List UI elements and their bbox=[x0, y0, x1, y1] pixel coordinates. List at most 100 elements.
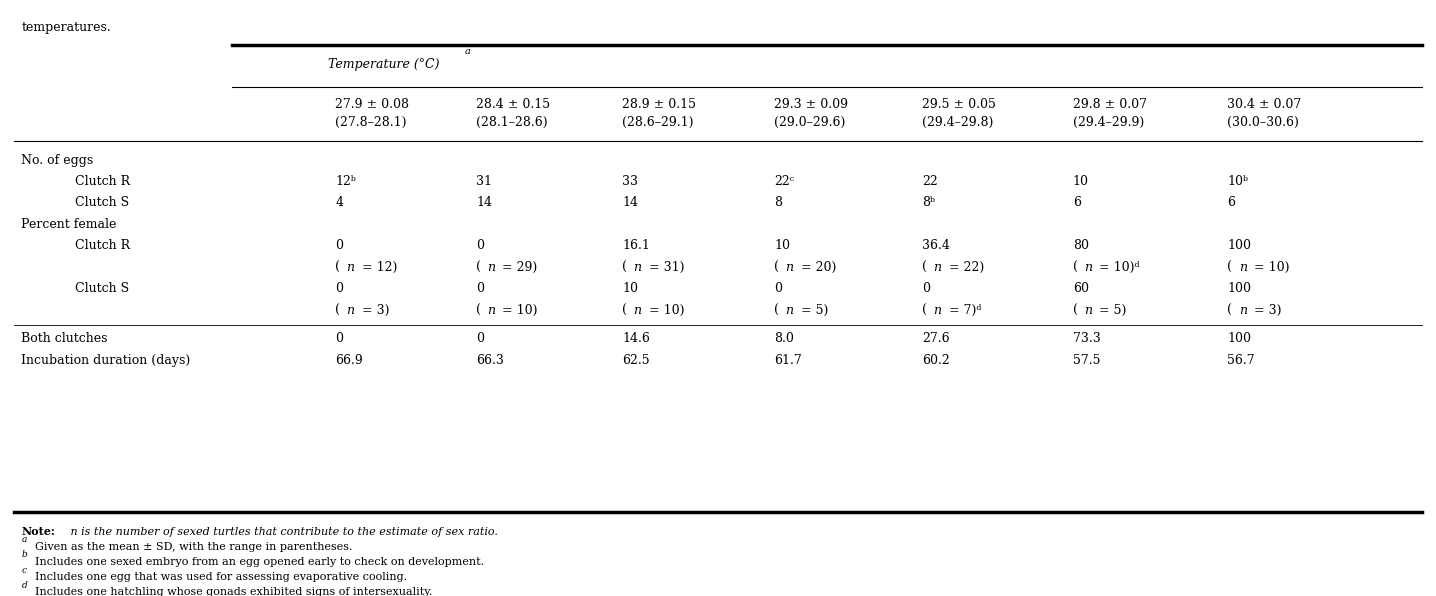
Text: 10: 10 bbox=[622, 282, 639, 295]
Text: 10: 10 bbox=[1073, 175, 1088, 188]
Text: 57.5: 57.5 bbox=[1073, 354, 1100, 367]
Text: Clutch R: Clutch R bbox=[75, 239, 131, 252]
Text: n: n bbox=[1239, 304, 1246, 316]
Text: = 10)ᵈ: = 10)ᵈ bbox=[1096, 260, 1140, 274]
Text: 27.9 ± 0.08: 27.9 ± 0.08 bbox=[335, 98, 409, 111]
Text: 0: 0 bbox=[475, 282, 484, 295]
Text: 62.5: 62.5 bbox=[622, 354, 651, 367]
Text: Clutch R: Clutch R bbox=[75, 175, 131, 188]
Text: = 7)ᵈ: = 7)ᵈ bbox=[945, 304, 981, 316]
Text: (29.4–29.8): (29.4–29.8) bbox=[922, 116, 994, 129]
Text: (27.8–28.1): (27.8–28.1) bbox=[335, 116, 406, 129]
Text: n: n bbox=[346, 260, 355, 274]
Text: Temperature (°C): Temperature (°C) bbox=[329, 58, 439, 71]
Text: n: n bbox=[933, 260, 942, 274]
Text: = 20): = 20) bbox=[797, 260, 836, 274]
Text: 29.3 ± 0.09: 29.3 ± 0.09 bbox=[774, 98, 849, 111]
Text: 60: 60 bbox=[1073, 282, 1088, 295]
Text: (: ( bbox=[475, 304, 481, 316]
Text: 16.1: 16.1 bbox=[622, 239, 651, 252]
Text: 36.4: 36.4 bbox=[922, 239, 951, 252]
Text: Note:: Note: bbox=[22, 526, 55, 537]
Text: (28.1–28.6): (28.1–28.6) bbox=[475, 116, 547, 129]
Text: 29.8 ± 0.07: 29.8 ± 0.07 bbox=[1073, 98, 1146, 111]
Text: = 3): = 3) bbox=[1249, 304, 1281, 316]
Text: (: ( bbox=[335, 304, 340, 316]
Text: 14: 14 bbox=[475, 196, 493, 209]
Text: d: d bbox=[22, 581, 27, 590]
Text: n: n bbox=[785, 260, 794, 274]
Text: 100: 100 bbox=[1228, 282, 1251, 295]
Text: (29.0–29.6): (29.0–29.6) bbox=[774, 116, 846, 129]
Text: n: n bbox=[1239, 260, 1246, 274]
Text: Includes one hatchling whose gonads exhibited signs of intersexuality.: Includes one hatchling whose gonads exhi… bbox=[36, 588, 434, 596]
Text: a: a bbox=[22, 535, 27, 544]
Text: 0: 0 bbox=[335, 239, 343, 252]
Text: 0: 0 bbox=[335, 282, 343, 295]
Text: 12ᵇ: 12ᵇ bbox=[335, 175, 356, 188]
Text: 22ᶜ: 22ᶜ bbox=[774, 175, 794, 188]
Text: 10: 10 bbox=[774, 239, 790, 252]
Text: = 31): = 31) bbox=[645, 260, 685, 274]
Text: 0: 0 bbox=[475, 333, 484, 346]
Text: Given as the mean ± SD, with the range in parentheses.: Given as the mean ± SD, with the range i… bbox=[36, 542, 353, 552]
Text: (28.6–29.1): (28.6–29.1) bbox=[622, 116, 694, 129]
Text: (: ( bbox=[774, 260, 780, 274]
Text: 6: 6 bbox=[1228, 196, 1235, 209]
Text: n: n bbox=[1084, 260, 1091, 274]
Text: (: ( bbox=[622, 260, 628, 274]
Text: 8ᵇ: 8ᵇ bbox=[922, 196, 935, 209]
Text: 31: 31 bbox=[475, 175, 493, 188]
Text: 4: 4 bbox=[335, 196, 343, 209]
Text: Clutch S: Clutch S bbox=[75, 196, 129, 209]
Text: (: ( bbox=[475, 260, 481, 274]
Text: 6: 6 bbox=[1073, 196, 1081, 209]
Text: 66.9: 66.9 bbox=[335, 354, 363, 367]
Text: n: n bbox=[487, 260, 495, 274]
Text: (: ( bbox=[922, 304, 928, 316]
Text: (: ( bbox=[922, 260, 928, 274]
Text: n: n bbox=[633, 304, 642, 316]
Text: = 22): = 22) bbox=[945, 260, 984, 274]
Text: Includes one sexed embryo from an egg opened early to check on development.: Includes one sexed embryo from an egg op… bbox=[36, 557, 484, 567]
Text: No. of eggs: No. of eggs bbox=[22, 154, 93, 167]
Text: 66.3: 66.3 bbox=[475, 354, 504, 367]
Text: 28.4 ± 0.15: 28.4 ± 0.15 bbox=[475, 98, 550, 111]
Text: 30.4 ± 0.07: 30.4 ± 0.07 bbox=[1228, 98, 1301, 111]
Text: n: n bbox=[1084, 304, 1091, 316]
Text: 14: 14 bbox=[622, 196, 639, 209]
Text: n: n bbox=[633, 260, 642, 274]
Text: 14.6: 14.6 bbox=[622, 333, 651, 346]
Text: = 29): = 29) bbox=[498, 260, 537, 274]
Text: = 10): = 10) bbox=[1249, 260, 1290, 274]
Text: Includes one egg that was used for assessing evaporative cooling.: Includes one egg that was used for asses… bbox=[36, 572, 408, 582]
Text: temperatures.: temperatures. bbox=[22, 21, 111, 33]
Text: 8: 8 bbox=[774, 196, 783, 209]
Text: (: ( bbox=[622, 304, 628, 316]
Text: n is the number of sexed turtles that contribute to the estimate of sex ratio.: n is the number of sexed turtles that co… bbox=[67, 527, 498, 536]
Text: n: n bbox=[346, 304, 355, 316]
Text: 60.2: 60.2 bbox=[922, 354, 949, 367]
Text: 56.7: 56.7 bbox=[1228, 354, 1255, 367]
Text: n: n bbox=[933, 304, 942, 316]
Text: b: b bbox=[22, 551, 27, 560]
Text: = 3): = 3) bbox=[358, 304, 389, 316]
Text: 0: 0 bbox=[335, 333, 343, 346]
Text: n: n bbox=[487, 304, 495, 316]
Text: (: ( bbox=[1073, 304, 1077, 316]
Text: 8.0: 8.0 bbox=[774, 333, 794, 346]
Text: 10ᵇ: 10ᵇ bbox=[1228, 175, 1248, 188]
Text: = 10): = 10) bbox=[645, 304, 685, 316]
Text: 22: 22 bbox=[922, 175, 938, 188]
Text: 80: 80 bbox=[1073, 239, 1088, 252]
Text: (: ( bbox=[1073, 260, 1077, 274]
Text: 33: 33 bbox=[622, 175, 639, 188]
Text: Incubation duration (days): Incubation duration (days) bbox=[22, 354, 191, 367]
Text: 27.6: 27.6 bbox=[922, 333, 949, 346]
Text: (: ( bbox=[1228, 260, 1232, 274]
Text: (29.4–29.9): (29.4–29.9) bbox=[1073, 116, 1144, 129]
Text: Percent female: Percent female bbox=[22, 218, 116, 231]
Text: c: c bbox=[22, 566, 26, 575]
Text: 0: 0 bbox=[922, 282, 931, 295]
Text: 28.9 ± 0.15: 28.9 ± 0.15 bbox=[622, 98, 696, 111]
